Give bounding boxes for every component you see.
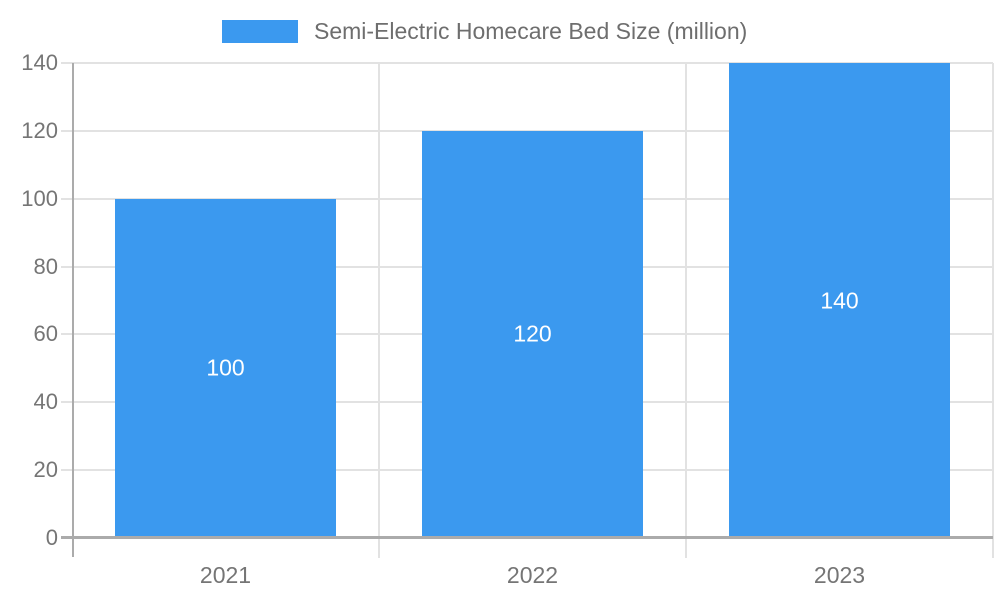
legend-item[interactable]: Semi-Electric Homecare Bed Size (million… (222, 17, 747, 45)
x-tick-label: 2022 (506, 562, 559, 588)
y-tick-label: 120 (21, 117, 58, 143)
v-gridline (992, 63, 994, 558)
y-tick-label: 80 (33, 253, 58, 279)
h-gridline (61, 129, 993, 132)
x-tick-label: 2023 (813, 562, 866, 588)
bar-value-label: 120 (513, 320, 552, 347)
bar-2023[interactable]: 140 (729, 63, 950, 538)
y-tick-label: 60 (33, 321, 58, 347)
y-tick-label: 0 (45, 525, 58, 550)
y-tick-label: 40 (33, 389, 58, 415)
legend-label: Semi-Electric Homecare Bed Size (million… (314, 18, 748, 44)
plot-area: 100 120 140 (61, 62, 994, 558)
y-axis-line (72, 63, 74, 557)
v-gridline (378, 63, 380, 558)
v-gridline (685, 63, 687, 558)
y-tick-label: 100 (21, 185, 58, 211)
bar-2022[interactable]: 120 (422, 130, 643, 538)
bar-value-label: 140 (820, 287, 859, 313)
bar-value-label: 100 (206, 354, 245, 381)
y-tick-label: 20 (33, 457, 58, 483)
bar-2021[interactable]: 100 (115, 198, 336, 538)
x-tick-label: 2021 (199, 562, 252, 588)
legend-swatch-icon (222, 19, 298, 43)
x-axis-line (61, 536, 993, 539)
h-gridline (61, 62, 993, 64)
y-tick-label: 140 (21, 50, 58, 75)
